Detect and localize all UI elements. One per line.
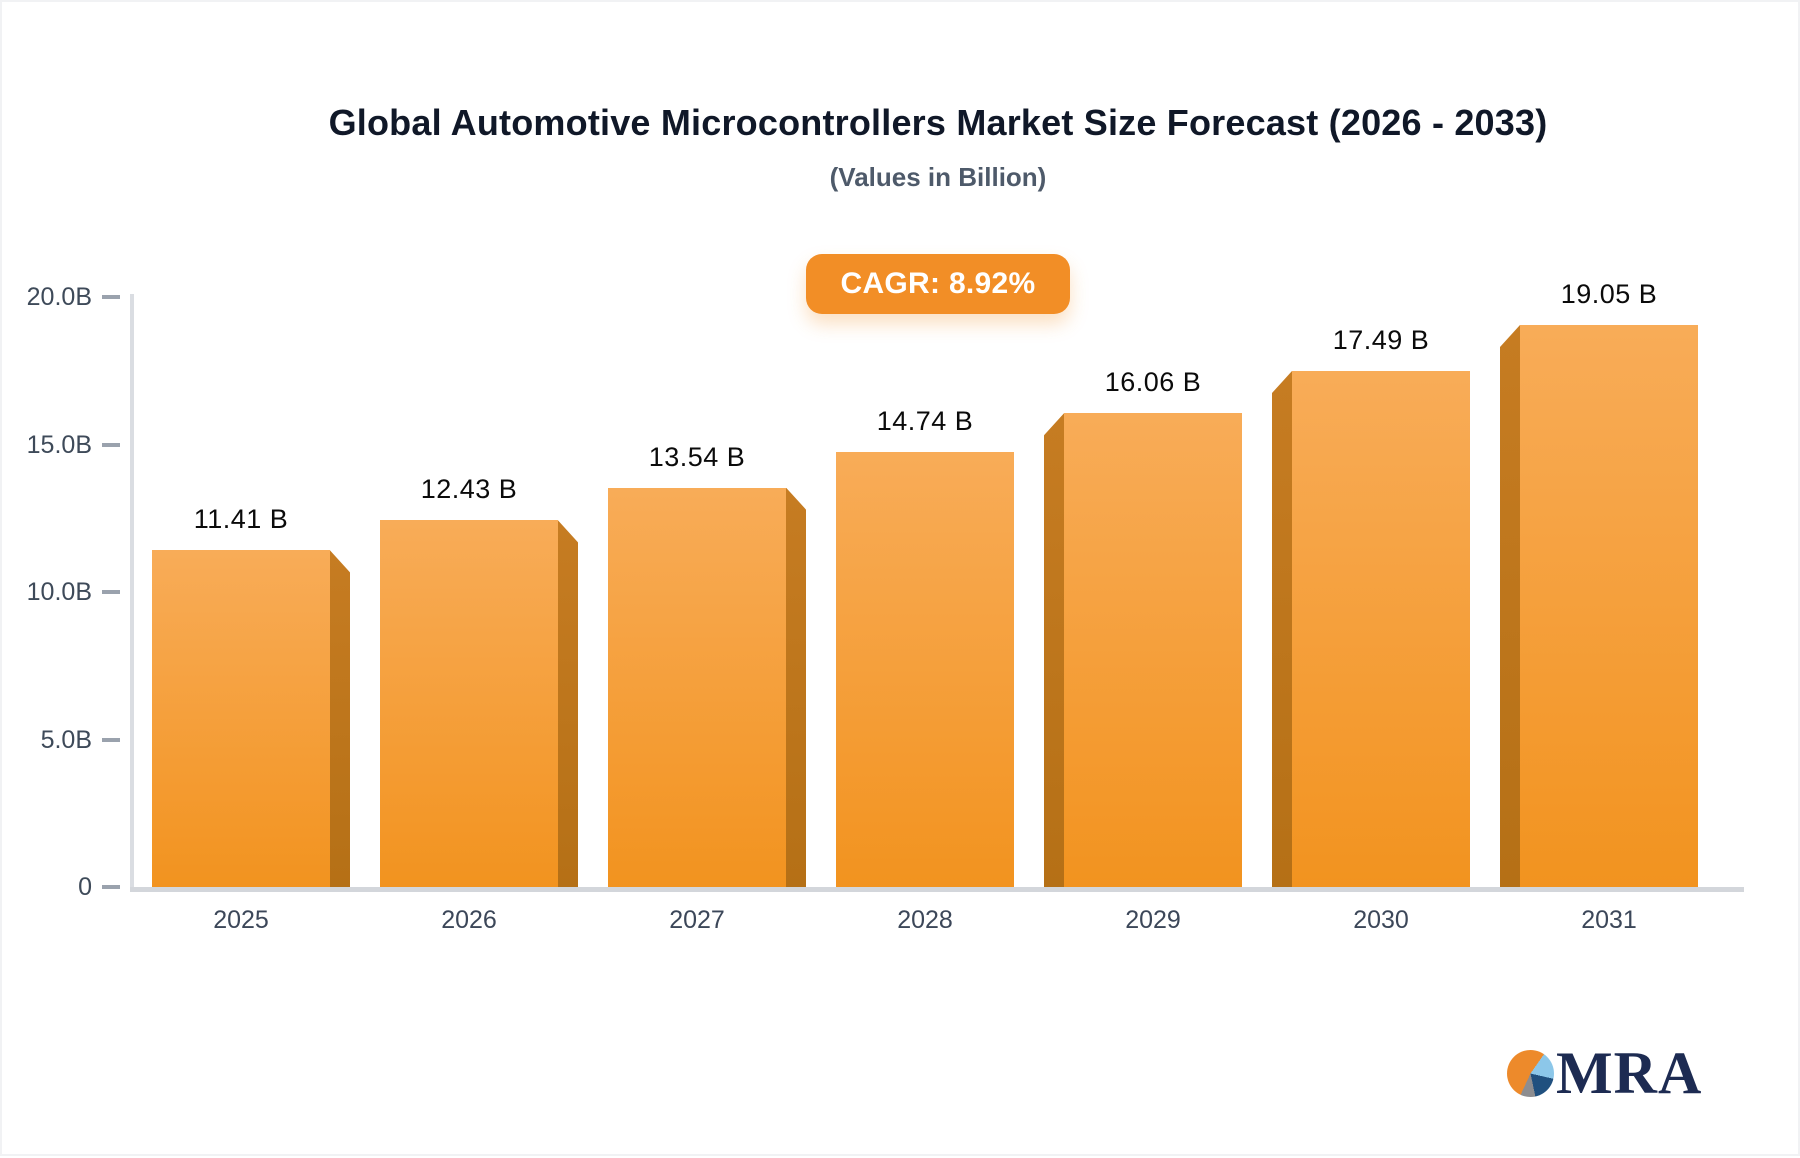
- bar-value-label: 19.05 B: [1560, 279, 1658, 310]
- x-tick-label: 2029: [1125, 906, 1181, 934]
- cagr-badge-row: CAGR: 8.92%: [132, 254, 1744, 314]
- logo-text: MRA: [1556, 1040, 1703, 1106]
- bar-2027: [608, 487, 786, 887]
- x-tick-label: 2026: [441, 906, 497, 934]
- bar-2029: [1064, 413, 1242, 887]
- y-tick-mark: [102, 885, 120, 889]
- logo: MRA: [1507, 1038, 1702, 1108]
- y-tick-mark: [102, 442, 120, 447]
- bar-2025: [152, 550, 330, 887]
- pie-chart-logo-icon: [1507, 1049, 1554, 1097]
- y-tick-label: 15.0B: [26, 430, 92, 459]
- bar-side-face: [1500, 325, 1520, 887]
- chart-title: Global Automotive Microcontrollers Marke…: [328, 102, 1548, 143]
- x-tick-label: 2030: [1353, 906, 1409, 934]
- y-tick-label: 0: [78, 873, 92, 901]
- y-axis-line: [130, 294, 134, 891]
- cagr-badge: CAGR: 8.92%: [806, 254, 1070, 314]
- bar-2031: [1520, 325, 1698, 887]
- bar-value-label: 12.43 B: [420, 474, 518, 505]
- y-tick-label: 20.0B: [26, 283, 92, 311]
- bar-value-label: 11.41 B: [193, 504, 289, 535]
- x-tick-label: 2027: [669, 906, 725, 934]
- x-tick-label: 2025: [213, 906, 269, 934]
- y-tick-mark: [102, 737, 120, 742]
- chart-subtitle: (Values in Billion): [829, 162, 1047, 192]
- bar-value-label: 17.49 B: [1332, 325, 1430, 356]
- y-tick-mark: [102, 590, 120, 594]
- bar-side-face: [330, 550, 350, 887]
- x-tick-label: 2028: [897, 906, 953, 934]
- bar-value-label: 14.74 B: [876, 406, 974, 437]
- x-axis-line: [130, 887, 1744, 892]
- bar-side-face: [786, 487, 806, 887]
- bar-2026: [380, 520, 558, 887]
- bar-side-face: [1044, 413, 1064, 887]
- y-tick-label: 10.0B: [26, 578, 92, 606]
- bar-2028: [836, 452, 1014, 887]
- bar-2030: [1292, 371, 1470, 887]
- bar-value-label: 16.06 B: [1104, 367, 1202, 398]
- x-tick-label: 2031: [1581, 906, 1637, 934]
- bar-value-label: 13.54 B: [648, 441, 746, 472]
- y-tick-mark: [102, 295, 120, 299]
- bar-side-face: [558, 520, 578, 887]
- y-tick-label: 5.0B: [40, 725, 92, 754]
- bar-side-face: [1272, 371, 1292, 887]
